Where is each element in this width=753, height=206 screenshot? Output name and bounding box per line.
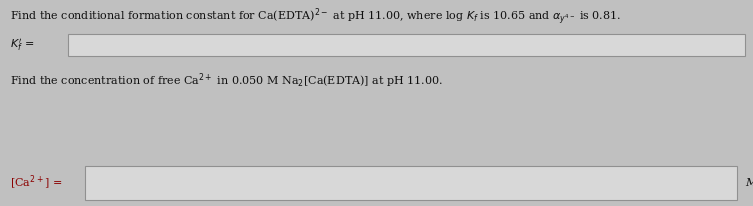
FancyBboxPatch shape [85,166,737,200]
Text: Find the concentration of free Ca$^{2+}$ in 0.050 M Na$_2$[Ca(EDTA)] at pH 11.00: Find the concentration of free Ca$^{2+}$… [10,72,443,90]
Text: Find the conditional formation constant for Ca(EDTA)$^{2-}$ at pH 11.00, where l: Find the conditional formation constant … [10,6,620,27]
Text: [Ca$^{2+}$] =: [Ca$^{2+}$] = [10,174,62,192]
FancyBboxPatch shape [68,34,745,56]
Text: $K_f^{\prime}$ =: $K_f^{\prime}$ = [10,37,34,53]
Text: M: M [745,178,753,188]
